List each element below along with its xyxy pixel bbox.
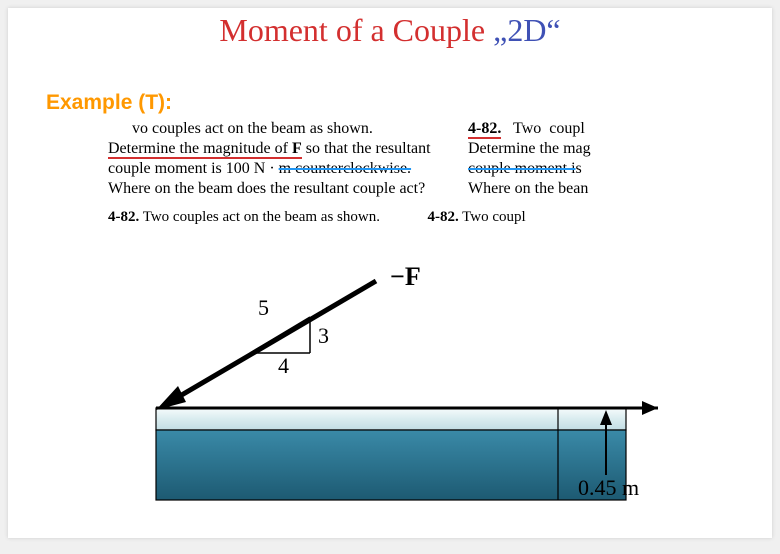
left-column: vo couples act on the beam as shown. Det… [108,119,448,199]
title-part1: Moment of a Couple [219,12,493,48]
left-line3a: couple moment is 100 N · [108,160,279,177]
left-line4: Where on the beam does the resultant cou… [108,180,425,197]
left-line1: vo couples act on the beam as shown. [108,120,373,137]
label-hyp: 5 [258,295,269,320]
page-title: Moment of a Couple „2D“ [8,8,772,49]
title-part2: „2D“ [493,12,561,48]
label-dim: 0.45 m [578,475,639,500]
right-l4: Where on the bean [468,180,588,197]
left-line2-rest: so that the resultant [302,140,431,157]
label-opp: 3 [318,323,329,348]
right-l3-struck: couple moment i [468,160,576,177]
label-adj: 4 [278,353,289,378]
label-minusF: −F [390,262,421,291]
right-num: 4-82. [468,120,501,139]
beam-figure: −F 5 3 4 0.45 m [138,253,678,513]
example-label: Example (T): [8,91,772,115]
cut-off-line: 4-82. Two couples act on the beam as sho… [108,209,738,226]
left-line2-underlined: Determine the magnitude of F [108,140,302,159]
right-l2: Determine the mag [468,140,591,157]
left-line3-struck: m counterclockwise. [279,160,411,177]
right-column: 4-82. Two coupl Determine the mag couple… [468,119,748,199]
right-l1a: Two coupl [501,120,584,137]
